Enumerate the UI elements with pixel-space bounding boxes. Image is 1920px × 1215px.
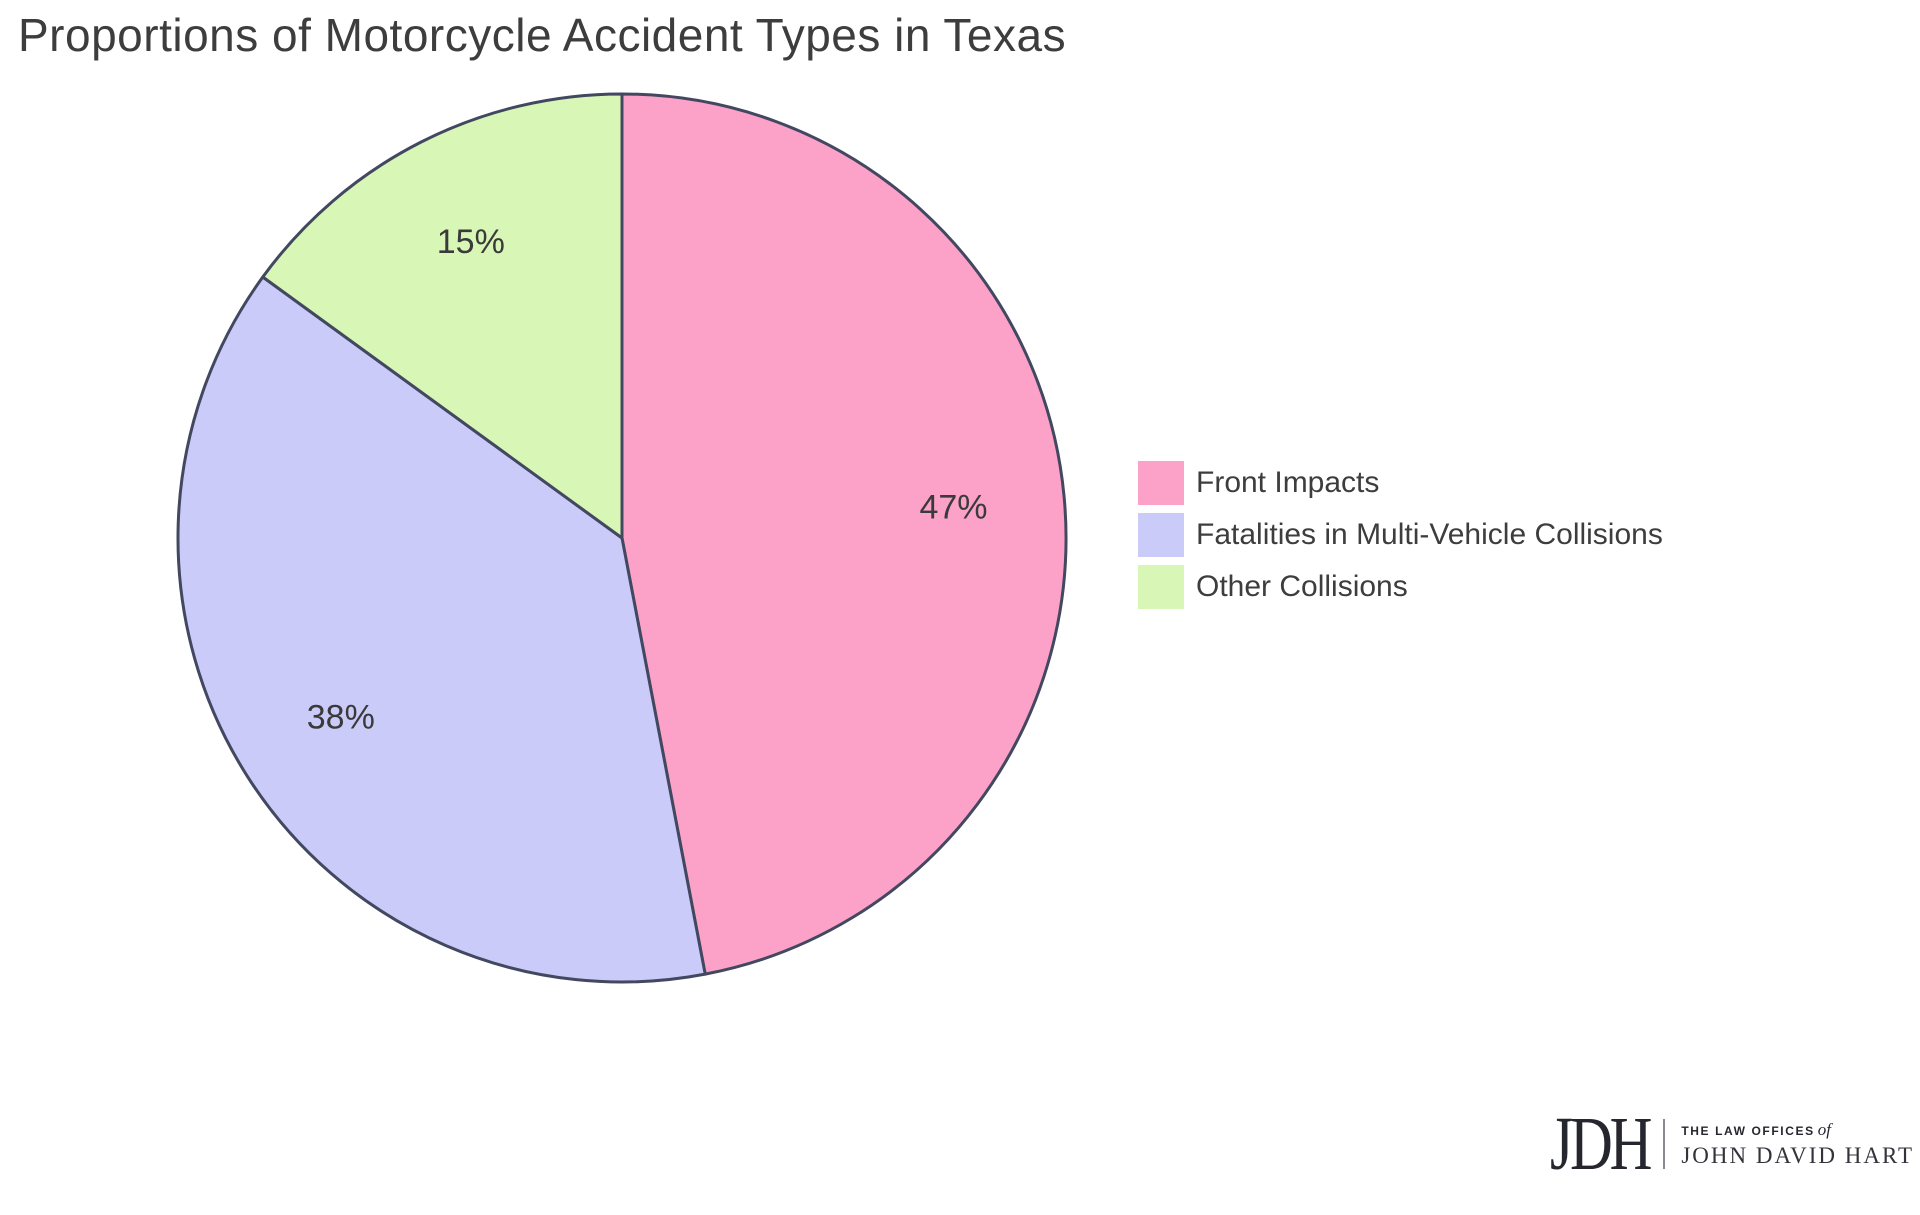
legend-swatch-other-collisions <box>1138 565 1184 609</box>
logo-tagline-text: THE LAW OFFICES <box>1681 1123 1815 1138</box>
legend-item-front-impacts: Front Impacts <box>1138 461 1663 505</box>
legend-label-other-collisions: Other Collisions <box>1196 570 1408 603</box>
logo-divider <box>1663 1119 1666 1170</box>
pie-value-label-fatalities-in-multi-vehicle-collisions: 38% <box>307 698 375 736</box>
chart-title: Proportions of Motorcycle Accident Types… <box>18 9 1067 61</box>
legend-label-front-impacts: Front Impacts <box>1196 466 1380 499</box>
legend: Front Impacts Fatalities in Multi-Vehicl… <box>1138 461 1663 609</box>
law-firm-logo: JDH THE LAW OFFICES of JOHN DAVID HART <box>1550 1102 1914 1186</box>
logo-tagline-of: of <box>1817 1119 1831 1139</box>
legend-label-multi-vehicle-fatalities: Fatalities in Multi-Vehicle Collisions <box>1196 518 1663 551</box>
logo-firm-name: JOHN DAVID HART <box>1681 1142 1915 1168</box>
pie-slice-other-collisions <box>261 92 624 540</box>
pie-value-label-front-impacts: 47% <box>919 489 987 527</box>
pie-slice-front-impacts <box>620 92 1068 976</box>
legend-item-other-collisions: Other Collisions <box>1138 565 1663 609</box>
legend-item-multi-vehicle-fatalities: Fatalities in Multi-Vehicle Collisions <box>1138 513 1663 557</box>
pie-value-label-other-collisions: 15% <box>437 223 505 261</box>
legend-swatch-multi-vehicle-fatalities <box>1138 513 1184 557</box>
logo-tagline: THE LAW OFFICES of <box>1681 1120 1914 1140</box>
legend-swatch-front-impacts <box>1138 461 1184 505</box>
logo-monogram-jdh: JDH <box>1550 1102 1652 1186</box>
pie-slice-fatalities-in-multi-vehicle-collisions <box>176 275 707 984</box>
logo-text-block: THE LAW OFFICES of JOHN DAVID HART <box>1681 1120 1914 1169</box>
